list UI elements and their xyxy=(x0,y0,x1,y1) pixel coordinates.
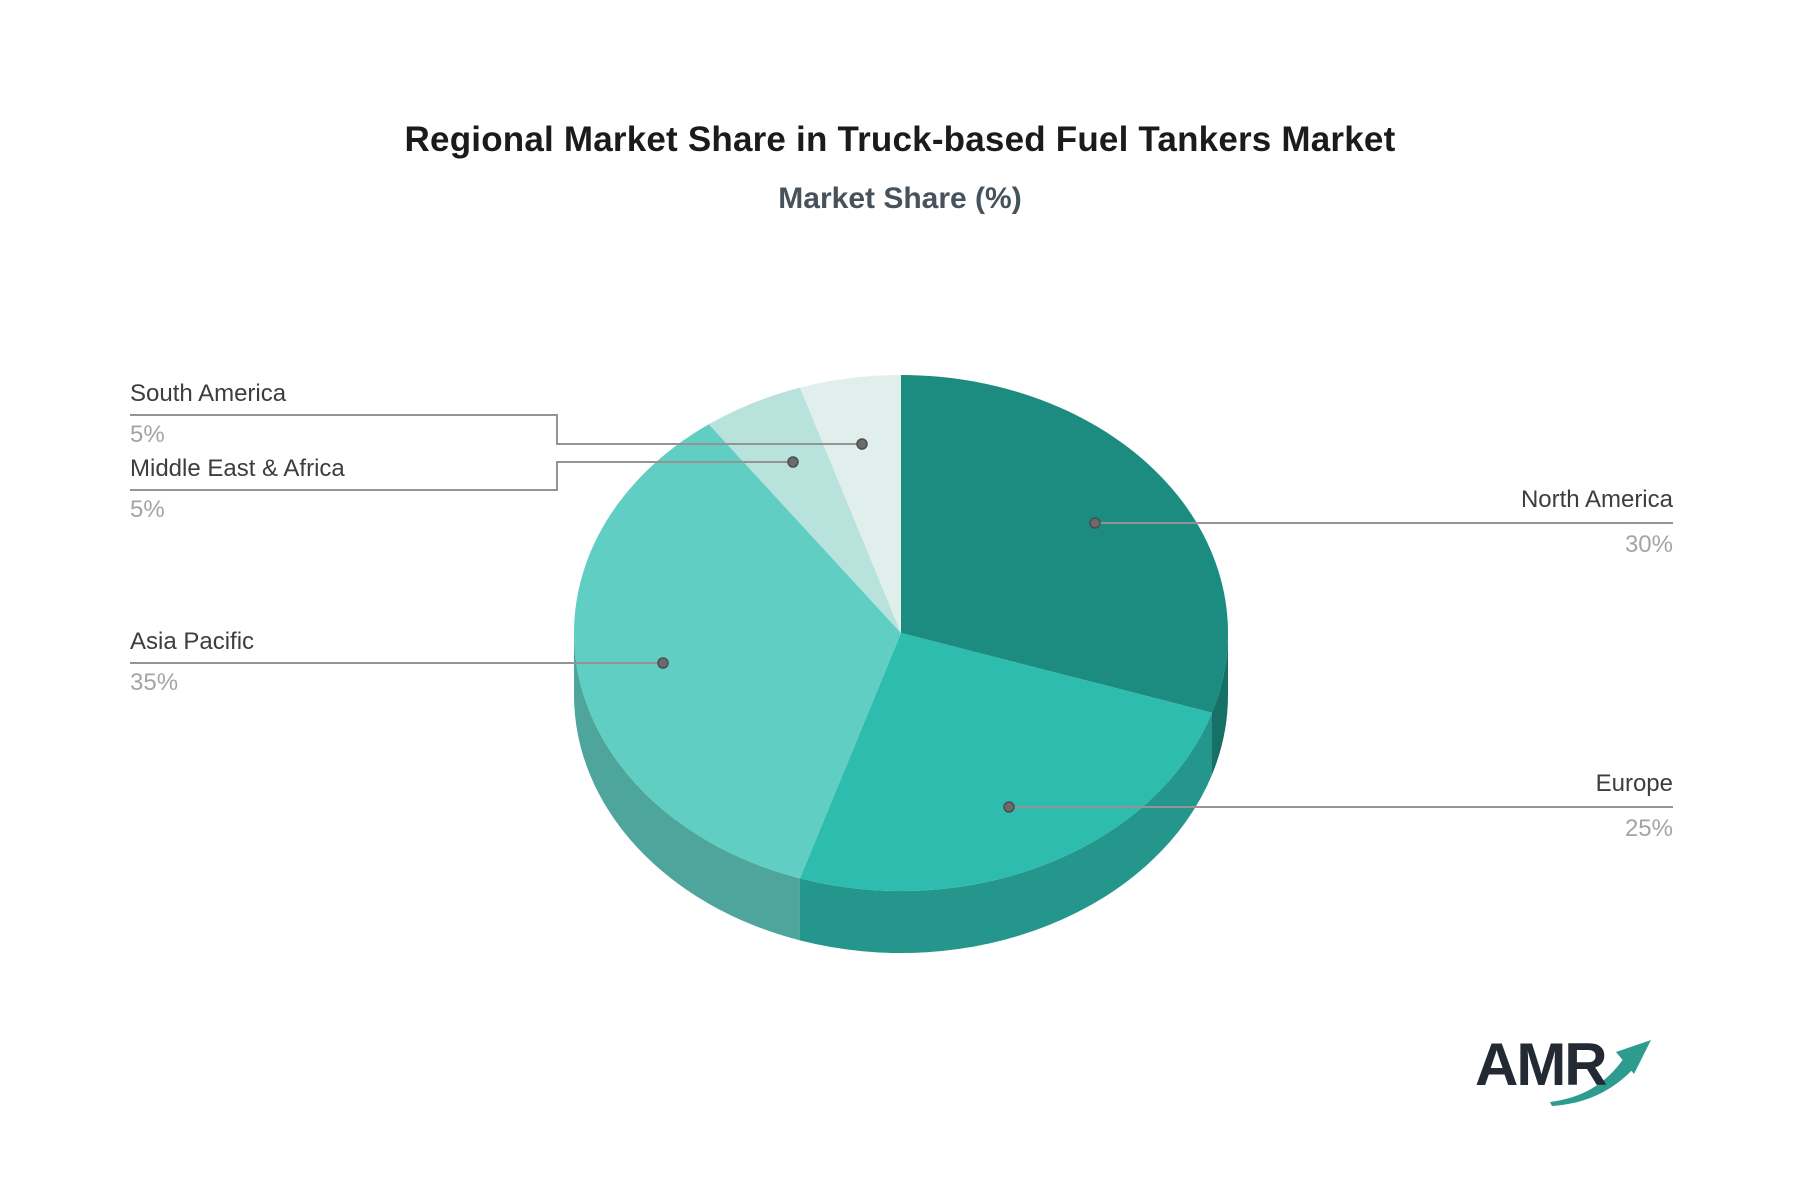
label-south-america: South America xyxy=(130,380,287,407)
logo-arrow-icon xyxy=(1550,1040,1651,1106)
amr-logo: AMR xyxy=(1470,1030,1690,1120)
pct-europe: 25% xyxy=(1624,815,1673,842)
leader-dot-south-america xyxy=(856,438,868,450)
pie-slice-north-america[interactable] xyxy=(901,375,1228,713)
pie-slice-side-asia-pacific xyxy=(574,633,800,941)
pie-slice-side-north-america xyxy=(1211,633,1228,775)
label-middle-east-africa: Middle East & Africa xyxy=(130,455,345,482)
chart-title: Regional Market Share in Truck-based Fue… xyxy=(404,120,1396,159)
leader-dot-north-america xyxy=(1089,517,1101,529)
leader-dot-asia-pacific xyxy=(657,657,669,669)
pie-slice-south-america[interactable] xyxy=(799,375,901,633)
label-europe: Europe xyxy=(1595,770,1673,797)
pie-slice-side-europe xyxy=(799,712,1212,953)
leader-line-middle-east-africa xyxy=(130,461,793,491)
pie-slice-europe[interactable] xyxy=(799,633,1212,891)
leader-dot-middle-east-africa xyxy=(787,456,799,468)
pct-asia-pacific: 35% xyxy=(130,669,179,696)
leader-line-south-america xyxy=(130,414,862,445)
pie-slice-middle-east-africa[interactable] xyxy=(708,387,901,633)
pct-middle-east-africa: 5% xyxy=(130,496,165,523)
leader-dot-europe xyxy=(1003,801,1015,813)
label-north-america: North America xyxy=(1520,486,1673,513)
pie-slice-asia-pacific[interactable] xyxy=(574,424,901,879)
pct-south-america: 5% xyxy=(130,421,165,448)
pct-north-america: 30% xyxy=(1624,531,1673,558)
chart-subtitle: Market Share (%) xyxy=(778,182,1022,215)
logo-text: AMR xyxy=(1475,1031,1608,1098)
label-asia-pacific: Asia Pacific xyxy=(130,628,255,655)
